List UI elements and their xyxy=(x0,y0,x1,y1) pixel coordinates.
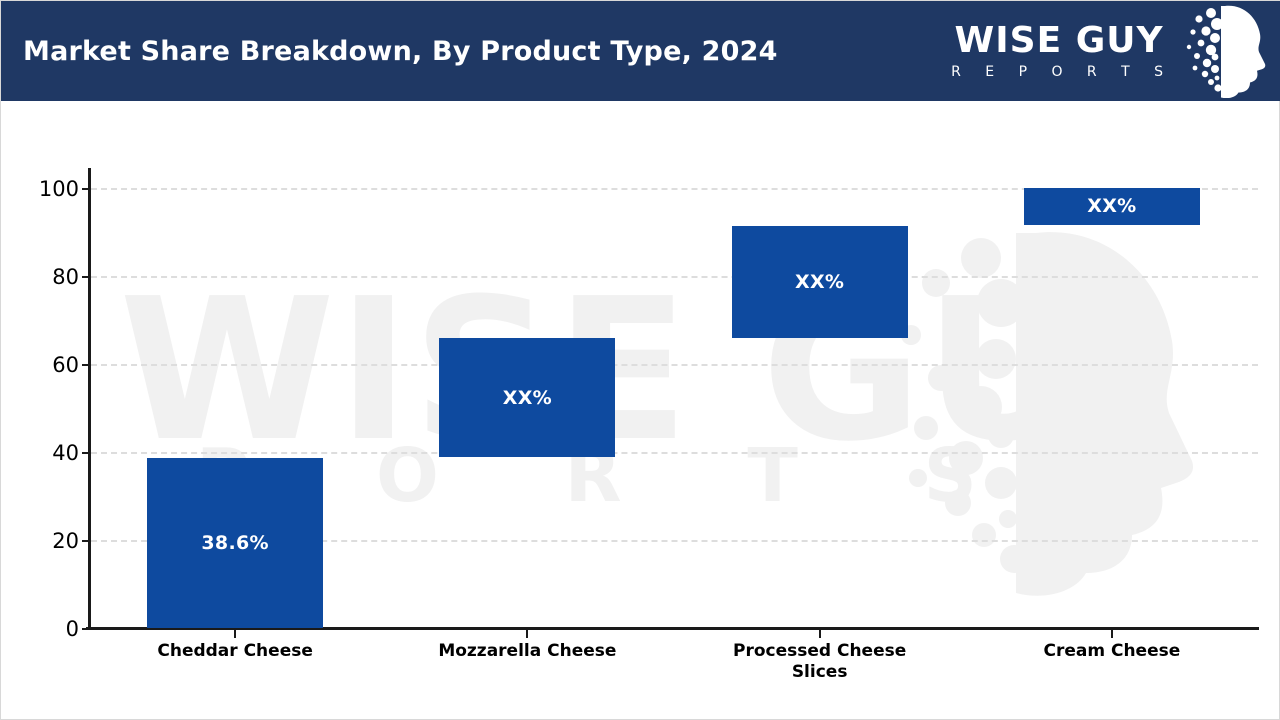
y-axis-line xyxy=(88,168,91,630)
bar-value-label: XX% xyxy=(502,386,552,409)
y-tick-mark xyxy=(82,276,89,278)
gridline-y60 xyxy=(91,364,1258,366)
x-category-label: Cheddar Cheese xyxy=(157,641,313,661)
x-category-label: Cream Cheese xyxy=(1043,641,1181,661)
header-bar: Market Share Breakdown, By Product Type,… xyxy=(1,1,1280,101)
x-tick-mark xyxy=(234,630,237,638)
brand-logo-face-icon xyxy=(1186,5,1266,98)
brand-logo-line1: WISE GUY xyxy=(954,20,1164,61)
x-tick-mark xyxy=(1110,630,1113,638)
x-tick-mark xyxy=(526,630,529,638)
y-tick-mark xyxy=(82,364,89,366)
gridline-y40 xyxy=(91,452,1258,454)
x-tick-mark xyxy=(818,630,821,638)
page-title: Market Share Breakdown, By Product Type,… xyxy=(23,35,778,67)
brand-logo: WISE GUY R E P O R T S xyxy=(945,4,1280,98)
bar-segment-1: 38.6% xyxy=(147,458,324,628)
y-tick-mark xyxy=(82,628,89,630)
y-tick-mark xyxy=(82,188,89,190)
y-tick-label: 0 xyxy=(65,617,79,641)
x-category-label: Processed Cheese Slices xyxy=(732,641,907,682)
x-category-label: Mozzarella Cheese xyxy=(438,641,617,661)
bar-value-label: XX% xyxy=(795,271,845,294)
gridline-y20 xyxy=(91,540,1258,542)
bar-segment-3: XX% xyxy=(731,226,908,339)
brand-logo-line2: R E P O R T S xyxy=(951,64,1173,80)
x-axis-line xyxy=(86,627,1259,630)
y-tick-label: 100 xyxy=(38,177,79,201)
y-tick-label: 80 xyxy=(52,265,79,289)
bar-value-label: 38.6% xyxy=(201,532,269,555)
gridline-y100 xyxy=(91,188,1258,190)
bar-value-label: XX% xyxy=(1087,195,1137,218)
bar-segment-4: XX% xyxy=(1023,188,1200,225)
watermark-face-icon xyxy=(888,232,1194,596)
gridline-y80 xyxy=(91,276,1258,278)
brand-logo-text: WISE GUY R E P O R T S xyxy=(945,20,1173,80)
waterfall-chart: 0 20 40 60 80 100 38.6% Cheddar Cheese XX% Mozzar… xyxy=(1,101,1280,716)
y-tick-label: 60 xyxy=(52,353,79,377)
bar-segment-2: XX% xyxy=(439,338,616,458)
y-tick-mark xyxy=(82,452,89,454)
y-tick-label: 20 xyxy=(52,529,79,553)
y-tick-mark xyxy=(82,540,89,542)
y-tick-label: 40 xyxy=(52,441,79,465)
